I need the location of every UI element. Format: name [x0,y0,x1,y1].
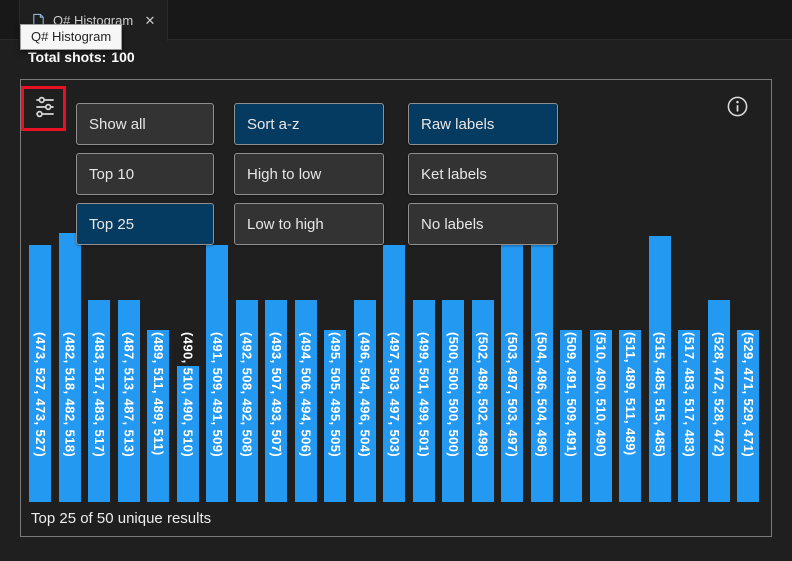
bar-label-14: (500, 500, 500, 500) [446,332,461,458]
bar-label-3: (487, 513, 487, 513) [121,332,137,458]
settings-sliders-icon [32,94,58,120]
histogram-bar-9[interactable] [294,300,317,502]
labels-button-no-labels[interactable]: No labels [408,203,558,245]
bar-label-17: (504, 496, 504, 496) [534,332,550,458]
bar-label-0: (473, 527, 473, 527) [33,332,48,458]
histogram-bar-10[interactable] [324,330,346,502]
bar-label-23: (528, 472, 528, 472) [711,332,727,458]
histogram-bar-11[interactable] [353,300,376,502]
bar-label-20: (511, 489, 511, 489) [623,332,638,456]
histogram-bar-13[interactable] [412,300,435,502]
bar-label-4: (489, 511, 489, 511) [151,332,166,456]
bar-label-9: (494, 506, 494, 506) [298,332,314,458]
histogram-bar-1[interactable] [58,233,81,502]
histogram-bar-15[interactable] [471,300,494,502]
tab-tooltip: Q# Histogram [20,24,123,50]
histogram-bar-12[interactable] [383,245,405,502]
bar-label-21: (515, 485, 515, 485) [652,332,668,458]
histogram-bar-24[interactable] [737,330,759,502]
histogram-bar-8[interactable] [265,300,287,502]
bar-label-6: (491, 509, 491, 509) [210,332,225,458]
bar-label-2: (483, 517, 483, 517) [92,332,107,458]
bar-label-16: (503, 497, 503, 497) [505,332,520,458]
histogram-bar-4[interactable] [147,330,169,502]
close-icon[interactable]: ✕ [144,12,156,28]
bar-label-5: (490, 510, 490, 510) [180,332,196,458]
histogram-bar-21[interactable] [648,236,671,502]
bar-label-1: (482, 518, 482, 518) [62,332,78,458]
bar-label-13: (499, 501, 499, 501) [416,332,432,458]
histogram-bar-2[interactable] [88,300,110,502]
total-shots: Total shots: 100 [28,49,135,65]
bar-label-11: (496, 504, 496, 504) [357,332,373,458]
histogram-bar-14[interactable] [442,300,464,502]
bar-label-8: (493, 507, 493, 507) [269,332,284,458]
histogram-bar-0[interactable] [29,245,51,502]
histogram-bar-18[interactable] [560,330,582,502]
label-style-button-group: Raw labels Ket labels No labels [408,103,558,245]
filter-button-show-all[interactable]: Show all [76,103,214,145]
histogram-bar-17[interactable] [530,245,553,502]
bar-label-24: (529, 471, 529, 471) [741,332,756,458]
histogram-bar-19[interactable] [589,330,612,502]
histogram-bar-5[interactable] [176,366,199,502]
filter-button-top-25[interactable]: Top 25 [76,203,214,245]
histogram-panel: Show all Top 10 Top 25 Sort a-z High to low… [20,79,772,537]
histogram-bar-6[interactable] [206,245,228,502]
bar-label-10: (495, 505, 495, 505) [328,332,343,458]
total-shots-value: 100 [111,49,135,65]
sort-button-sort-a-z[interactable]: Sort a-z [234,103,384,145]
sort-button-group: Sort a-z High to low Low to high [234,103,384,245]
sort-button-high-to-low[interactable]: High to low [234,153,384,195]
bar-label-15: (502, 498, 502, 498) [475,332,491,458]
filter-button-group: Show all Top 10 Top 25 [76,103,214,245]
histogram-chart: (473, 527, 473, 527) (482, 518, 482, 518)… [21,80,771,536]
histogram-bar-3[interactable] [117,300,140,502]
info-circle-icon [726,95,749,118]
info-button[interactable] [723,92,751,120]
bar-label-7: (492, 508, 492, 508) [239,332,255,458]
filter-button-top-10[interactable]: Top 10 [76,153,214,195]
results-summary: Top 25 of 50 unique results [31,510,212,527]
histogram-bar-22[interactable] [678,330,700,502]
total-shots-label: Total shots: [28,49,107,65]
bar-label-19: (510, 490, 510, 490) [593,332,609,458]
labels-button-ket-labels[interactable]: Ket labels [408,153,558,195]
histogram-bar-23[interactable] [707,300,730,502]
histogram-bar-7[interactable] [235,300,258,502]
sort-button-low-to-high[interactable]: Low to high [234,203,384,245]
bar-label-12: (497, 503, 497, 503) [387,332,402,458]
labels-button-raw-labels[interactable]: Raw labels [408,103,558,145]
histogram-settings-button[interactable] [29,91,61,123]
histogram-bar-16[interactable] [501,245,523,502]
bar-label-22: (517, 483, 517, 483) [682,332,697,458]
histogram-bar-20[interactable] [619,330,641,502]
bar-label-18: (509, 491, 509, 491) [564,332,579,458]
